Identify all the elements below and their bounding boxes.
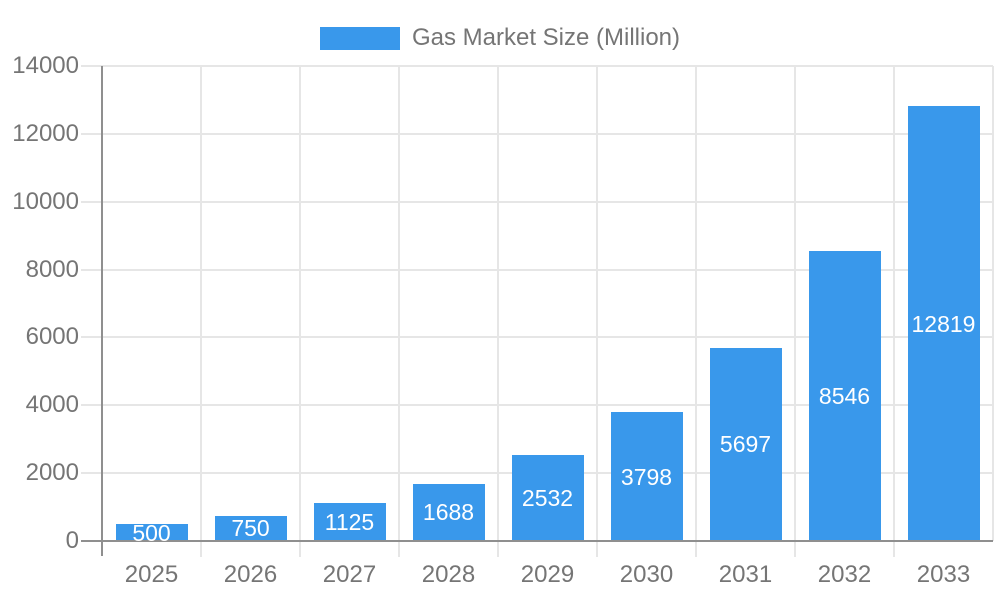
y-axis-tick-label: 12000 <box>12 120 79 147</box>
y-axis-tick-label: 4000 <box>25 391 79 418</box>
bar-value-label: 3798 <box>620 464 673 490</box>
bar-2032[interactable] <box>809 251 881 541</box>
x-axis-tick <box>596 541 598 557</box>
bar-2031[interactable] <box>710 348 782 541</box>
bar-2029[interactable] <box>512 455 584 541</box>
category-boundary-gridline <box>299 66 301 541</box>
y-axis-tick-label: 2000 <box>25 459 79 486</box>
category-boundary-gridline <box>200 66 202 541</box>
bar-value-label: 500 <box>132 520 171 546</box>
x-axis-tick-label: 2032 <box>817 561 872 588</box>
y-axis-tick-label: 0 <box>65 527 79 554</box>
x-axis-tick-label: 2031 <box>718 561 773 588</box>
bar-2025[interactable] <box>116 524 188 541</box>
y-gridline <box>81 65 993 67</box>
x-axis-tick-label: 2026 <box>223 561 278 588</box>
bar-value-label: 1125 <box>324 509 375 535</box>
bar-value-label: 750 <box>231 515 270 541</box>
category-boundary-gridline <box>398 66 400 541</box>
x-axis-tick-label: 2027 <box>322 561 377 588</box>
y-axis-tick-label: 14000 <box>12 52 79 79</box>
bar-value-label: 5697 <box>719 431 772 457</box>
category-boundary-gridline <box>794 66 796 541</box>
bar-2030[interactable] <box>611 412 683 541</box>
y-axis-line <box>101 66 103 556</box>
bar-value-label: 1688 <box>422 499 475 525</box>
x-axis-tick <box>299 541 301 557</box>
x-axis-tick <box>200 541 202 557</box>
category-boundary-gridline <box>695 66 697 541</box>
bar-2027[interactable] <box>314 503 386 541</box>
x-axis-tick <box>794 541 796 557</box>
x-axis-tick-label: 2033 <box>916 561 971 588</box>
bar-value-label: 12819 <box>911 311 976 337</box>
category-boundary-gridline <box>992 66 994 541</box>
y-gridline <box>81 404 993 406</box>
y-gridline <box>81 269 993 271</box>
x-axis-tick-label: 2030 <box>619 561 674 588</box>
bar-value-label: 8546 <box>818 383 871 409</box>
x-axis-tick <box>893 541 895 557</box>
y-gridline <box>81 336 993 338</box>
y-axis-tick-label: 8000 <box>25 256 79 283</box>
bar-value-label: 2532 <box>521 485 574 511</box>
legend-swatch-icon <box>319 26 400 50</box>
y-axis-tick-label: 10000 <box>12 188 79 215</box>
x-axis-tick <box>398 541 400 557</box>
y-gridline <box>81 133 993 135</box>
legend-label: Gas Market Size (Million) <box>411 24 681 51</box>
bar-2026[interactable] <box>215 516 287 541</box>
x-axis-tick <box>497 541 499 557</box>
category-boundary-gridline <box>497 66 499 541</box>
bar-2033[interactable] <box>908 106 980 541</box>
y-gridline <box>81 201 993 203</box>
x-axis-tick <box>695 541 697 557</box>
legend[interactable]: Gas Market Size (Million) <box>0 24 1000 51</box>
category-boundary-gridline <box>893 66 895 541</box>
category-boundary-gridline <box>596 66 598 541</box>
bar-2028[interactable] <box>413 484 485 541</box>
x-axis-tick-label: 2029 <box>520 561 575 588</box>
x-axis-tick-label: 2025 <box>124 561 179 588</box>
x-axis-tick-label: 2028 <box>421 561 476 588</box>
y-axis-tick-label: 6000 <box>25 323 79 350</box>
x-axis-line <box>81 540 993 542</box>
